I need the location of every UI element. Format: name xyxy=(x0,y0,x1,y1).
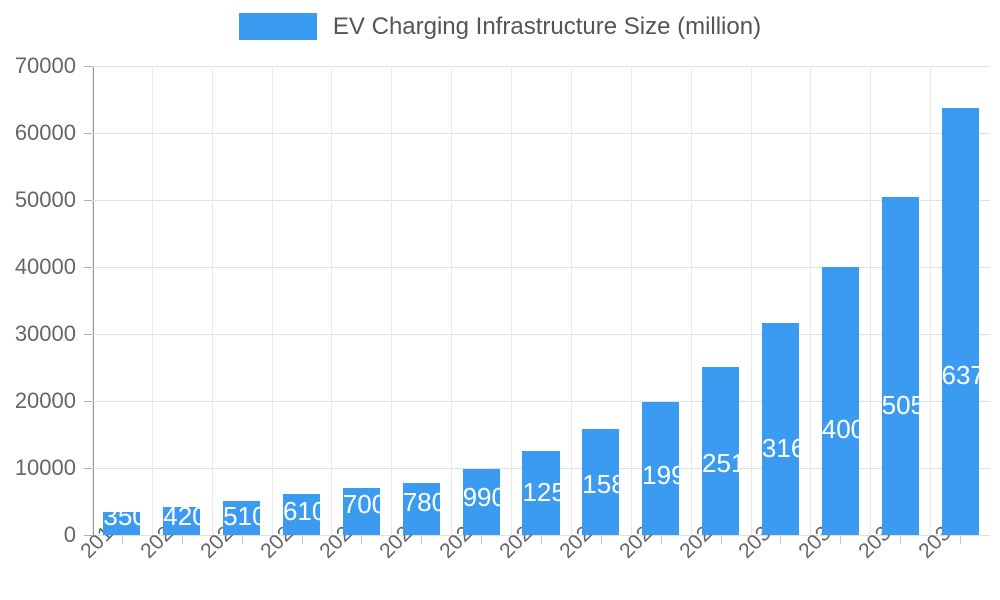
x-axis-tick-mark xyxy=(421,536,423,544)
x-axis-tick-mark xyxy=(660,536,662,544)
y-axis-tick-mark xyxy=(84,334,92,335)
gridline-vertical xyxy=(810,66,812,535)
x-axis-tick-mark xyxy=(121,536,123,544)
y-axis-tick-label: 0 xyxy=(63,522,76,547)
bar[interactable] xyxy=(941,108,979,535)
gridline-vertical xyxy=(151,66,153,535)
gridline-vertical xyxy=(930,66,932,535)
y-axis-tick-mark xyxy=(84,267,92,268)
bar[interactable] xyxy=(103,511,141,535)
gridline-horizontal xyxy=(92,401,990,402)
gridline-vertical xyxy=(511,66,513,535)
x-axis-tick-mark xyxy=(241,536,243,544)
x-axis-tick-mark xyxy=(600,536,602,544)
bar[interactable] xyxy=(881,196,919,535)
gridline-horizontal xyxy=(92,66,990,67)
chart-legend: EV Charging Infrastructure Size (million… xyxy=(0,13,1000,40)
x-axis-tick-mark xyxy=(960,536,962,544)
bar[interactable] xyxy=(282,494,321,535)
bar[interactable] xyxy=(821,267,859,535)
y-axis-tick-mark xyxy=(84,133,92,134)
gridline-vertical xyxy=(92,66,93,535)
legend-series-label: EV Charging Infrastructure Size (million… xyxy=(332,13,762,40)
y-axis-tick-mark xyxy=(84,200,92,201)
y-axis-tick-label: 30000 xyxy=(14,321,76,346)
bar[interactable] xyxy=(702,366,740,535)
y-axis-tick-label: 50000 xyxy=(14,187,76,212)
gridline-horizontal xyxy=(92,133,990,134)
bar[interactable] xyxy=(402,482,440,535)
gridline-vertical xyxy=(630,66,632,535)
y-axis-tick-mark xyxy=(84,535,92,536)
bar[interactable] xyxy=(342,488,380,535)
y-axis-tick-label: 20000 xyxy=(14,388,76,413)
y-axis-tick-mark xyxy=(84,401,92,402)
y-axis-tick-label: 40000 xyxy=(14,254,76,279)
x-axis-tick-mark xyxy=(900,536,902,544)
x-axis-tick-mark xyxy=(481,536,483,544)
y-axis-tick-mark xyxy=(84,468,92,469)
bar[interactable] xyxy=(223,500,261,535)
y-axis-line xyxy=(92,66,94,536)
x-axis-tick-mark xyxy=(720,536,722,544)
x-axis-tick-mark xyxy=(541,536,542,544)
gridline-vertical xyxy=(331,66,333,535)
x-axis-tick-mark xyxy=(840,536,842,544)
x-axis-tick-mark xyxy=(361,536,363,544)
gridline-vertical xyxy=(690,66,692,535)
x-axis-tick-mark xyxy=(780,536,782,544)
x-axis-tick-mark xyxy=(181,536,183,544)
gridline-horizontal xyxy=(92,334,990,335)
gridline-vertical xyxy=(451,66,453,535)
bar[interactable] xyxy=(582,429,620,535)
x-axis-tick-mark xyxy=(301,536,303,544)
y-axis-tick-label: 60000 xyxy=(14,120,76,145)
y-axis-tick-label: 70000 xyxy=(14,53,76,78)
y-axis-tick-label: 10000 xyxy=(14,455,76,480)
gridline-vertical xyxy=(391,66,393,535)
gridline-horizontal xyxy=(92,535,990,536)
gridline-vertical xyxy=(870,66,872,535)
gridline-vertical xyxy=(570,66,572,535)
gridline-vertical xyxy=(750,66,752,535)
gridline-vertical xyxy=(271,66,273,535)
bar[interactable] xyxy=(522,451,560,535)
gridline-vertical xyxy=(211,66,213,535)
bar[interactable] xyxy=(761,323,800,535)
bar[interactable] xyxy=(163,506,201,535)
gridline-horizontal xyxy=(92,200,990,201)
gridline-horizontal xyxy=(92,267,990,268)
legend-color-swatch xyxy=(238,13,317,40)
bar[interactable] xyxy=(642,401,680,535)
bar[interactable] xyxy=(462,468,500,535)
y-axis-tick-mark xyxy=(84,66,92,67)
